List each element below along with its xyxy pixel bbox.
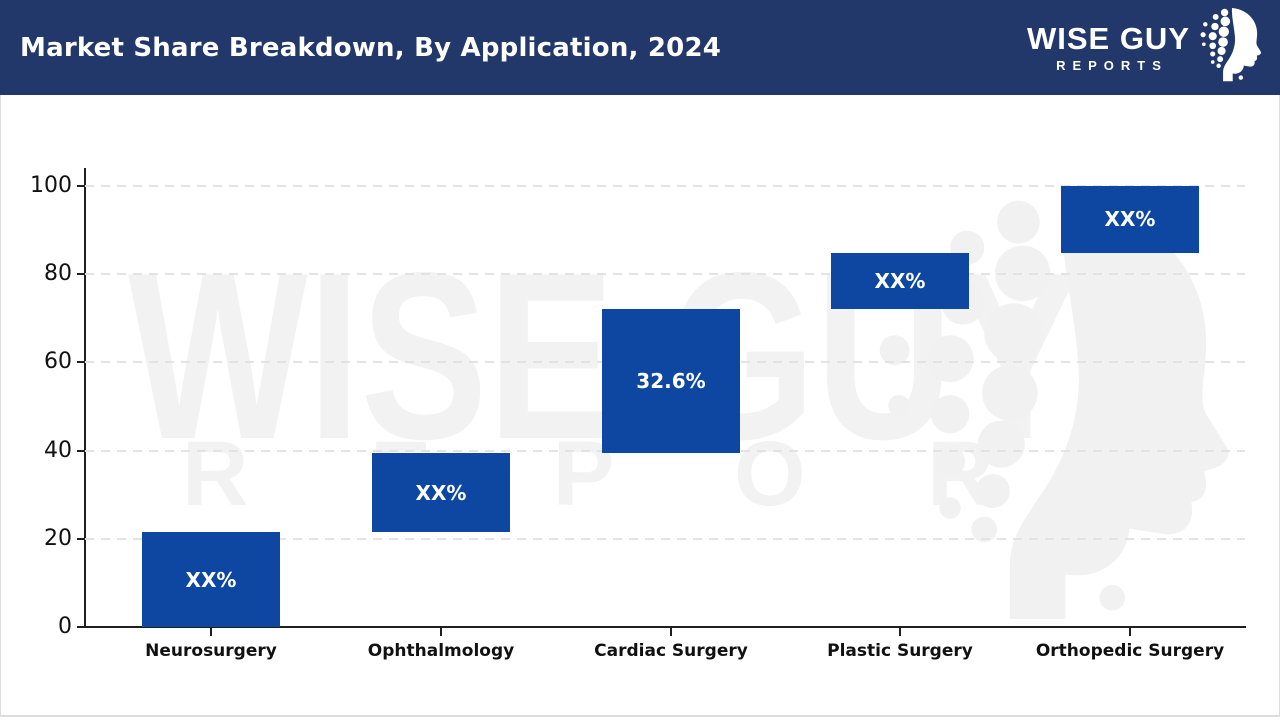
- x-tick-mark: [899, 628, 901, 636]
- bar: XX%: [142, 532, 280, 627]
- y-axis-line: [84, 168, 86, 627]
- gridline: [85, 273, 1245, 276]
- y-tick-mark: [77, 185, 85, 187]
- y-tick-label: 60: [44, 349, 72, 375]
- bar-value-label: XX%: [874, 269, 926, 294]
- bar-value-label: 32.6%: [636, 369, 706, 394]
- page-title: Market Share Breakdown, By Application, …: [20, 32, 722, 63]
- x-tick-label: Ophthalmology: [367, 641, 515, 661]
- x-tick-mark: [1129, 628, 1131, 636]
- x-tick-label: Plastic Surgery: [827, 641, 973, 661]
- x-tick-mark: [440, 628, 442, 636]
- y-tick-label: 80: [44, 261, 72, 287]
- frame-line-left: [0, 95, 1, 717]
- y-tick-label: 0: [58, 614, 72, 639]
- y-tick-mark: [77, 361, 85, 364]
- bar-value-label: XX%: [185, 567, 237, 592]
- y-tick-mark: [77, 626, 85, 628]
- logo-wordmark: WISE GUY: [1026, 20, 1190, 56]
- y-tick-label: 40: [44, 437, 72, 463]
- frame-line-bottom: [0, 715, 1280, 717]
- bar-value-label: XX%: [415, 480, 467, 505]
- y-tick-mark: [77, 273, 85, 276]
- header: Market Share Breakdown, By Application, …: [0, 0, 1280, 95]
- x-tick-label: Orthopedic Surgery: [1035, 641, 1225, 661]
- bar-value-label: XX%: [1104, 207, 1156, 232]
- gridline: [85, 185, 1245, 187]
- chart-area: 0 20 40 60 80 100 XX% Neurosurgery XX% Ophthalmol…: [0, 95, 1280, 720]
- gridline: [85, 537, 1245, 540]
- bar: XX%: [831, 252, 969, 310]
- x-tick-label: Neurosurgery: [145, 641, 277, 661]
- bar: 32.6%: [602, 309, 740, 454]
- x-tick-mark: [210, 628, 212, 636]
- wise-guy-reports-logo: WISE GUY REPORTS: [1027, 6, 1266, 90]
- y-tick-mark: [77, 449, 85, 452]
- wiseguy-head-icon: [1200, 7, 1262, 81]
- bar: XX%: [372, 453, 510, 533]
- y-tick-mark: [77, 537, 85, 540]
- y-tick-label: 100: [30, 173, 72, 198]
- bar: XX%: [1061, 186, 1199, 253]
- logo-subtext: REPORTS: [1056, 57, 1168, 73]
- x-axis-line: [84, 626, 1246, 628]
- x-tick-label: Cardiac Surgery: [594, 641, 748, 661]
- x-tick-mark: [670, 628, 672, 636]
- logo-text: WISE GUY REPORTS: [1027, 23, 1190, 73]
- y-tick-label: 20: [44, 525, 72, 551]
